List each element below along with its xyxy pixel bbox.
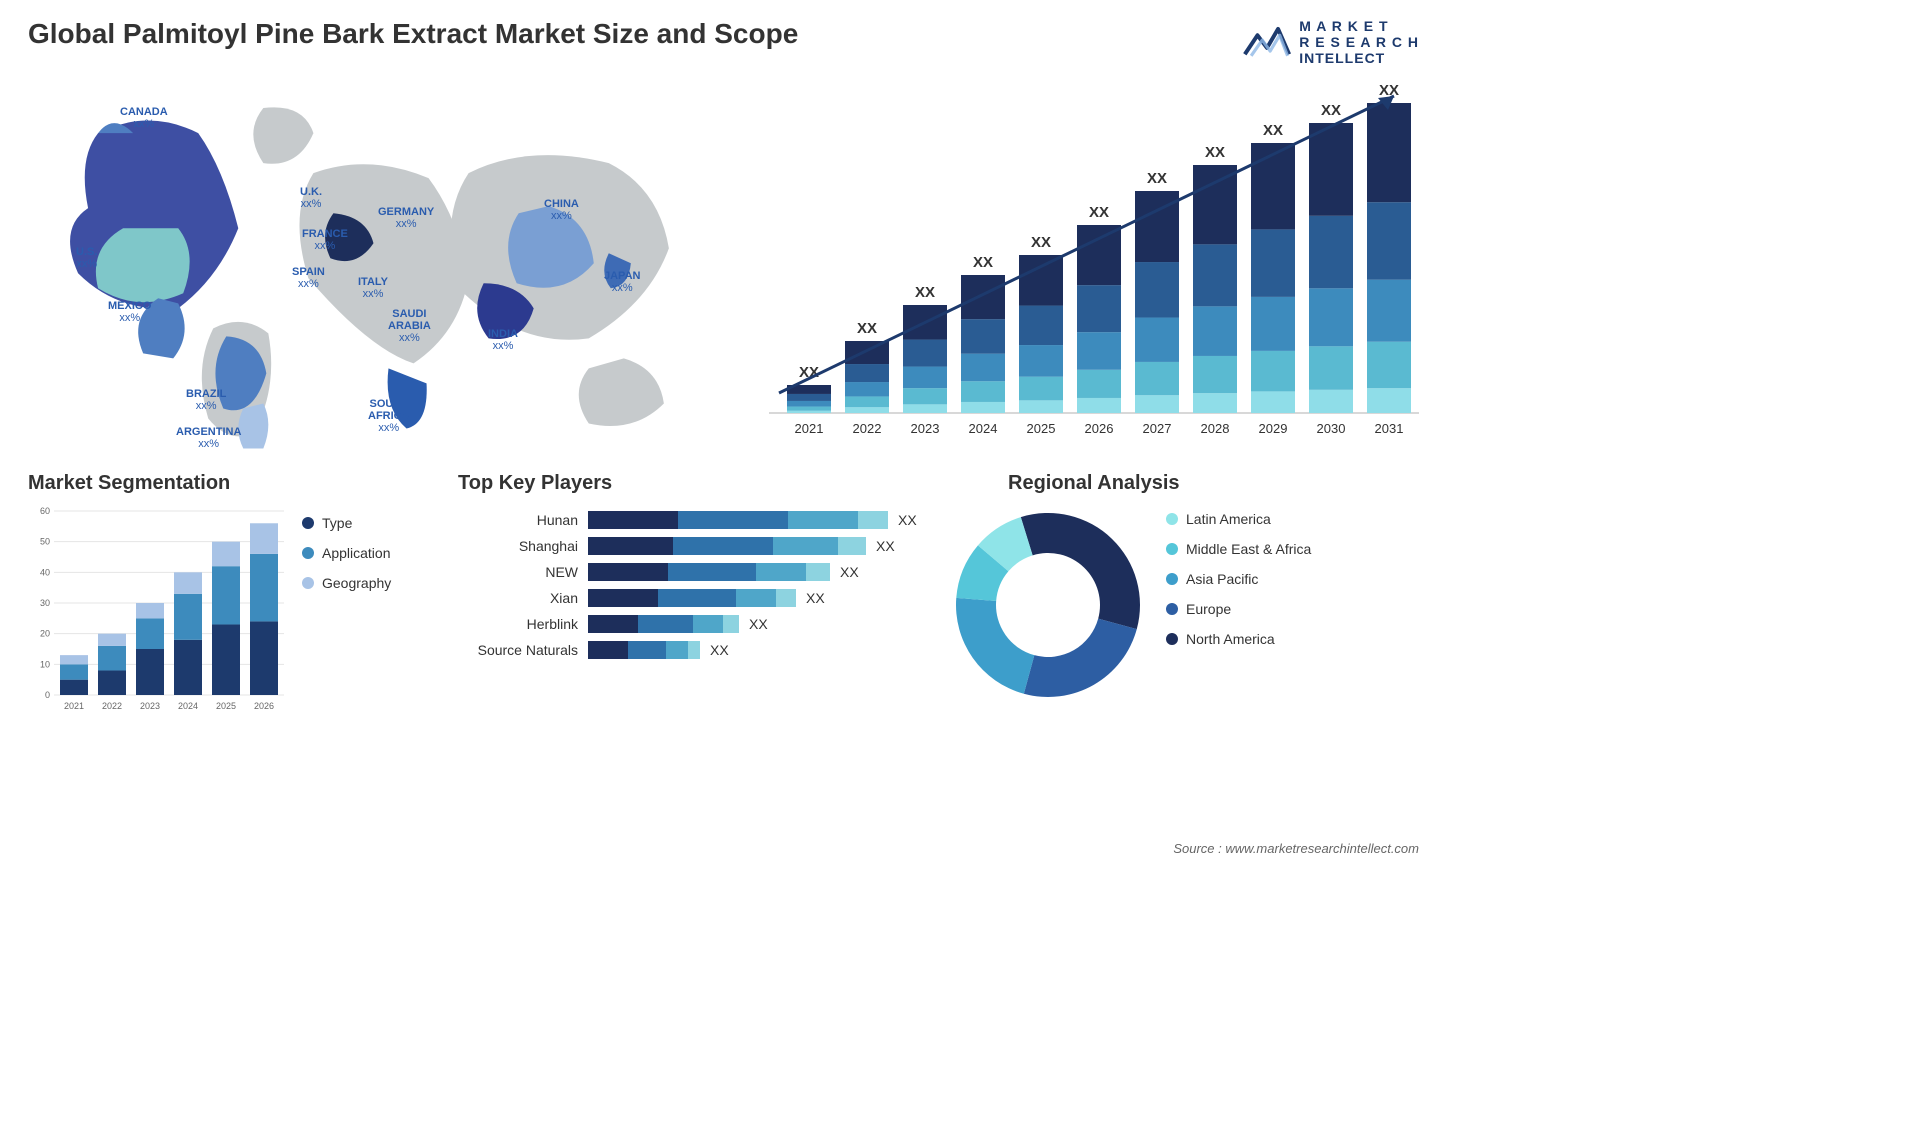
svg-text:2024: 2024: [969, 421, 998, 436]
svg-text:XX: XX: [1205, 144, 1225, 161]
brand-logo-text: M A R K E T R E S E A R C H INTELLECT: [1299, 18, 1419, 66]
player-row: NEWXX: [458, 563, 938, 581]
svg-text:30: 30: [40, 598, 50, 608]
svg-text:2023: 2023: [140, 701, 160, 711]
svg-text:40: 40: [40, 568, 50, 578]
svg-text:2023: 2023: [911, 421, 940, 436]
svg-text:2025: 2025: [1027, 421, 1056, 436]
brand-logo-mark: [1243, 21, 1291, 64]
legend-item: Latin America: [1166, 511, 1311, 527]
regional-title: Regional Analysis: [948, 472, 1419, 495]
map-label: ITALYxx%: [358, 276, 388, 300]
svg-text:2028: 2028: [1201, 421, 1230, 436]
svg-text:20: 20: [40, 629, 50, 639]
svg-text:0: 0: [45, 690, 50, 700]
svg-text:10: 10: [40, 660, 50, 670]
map-label: BRAZILxx%: [186, 388, 226, 412]
map-label: FRANCExx%: [302, 228, 348, 252]
svg-text:2024: 2024: [178, 701, 198, 711]
regional-donut-chart: [948, 505, 1148, 705]
svg-text:2026: 2026: [254, 701, 274, 711]
map-label: SOUTHAFRICAxx%: [368, 398, 410, 434]
svg-text:XX: XX: [1379, 82, 1399, 99]
player-row: Source NaturalsXX: [458, 641, 938, 659]
svg-text:XX: XX: [1031, 234, 1051, 251]
map-label: JAPANxx%: [604, 270, 640, 294]
svg-text:2021: 2021: [795, 421, 824, 436]
player-row: XianXX: [458, 589, 938, 607]
map-label: CANADAxx%: [120, 106, 168, 130]
svg-text:XX: XX: [1321, 102, 1341, 119]
map-label: U.S.xx%: [76, 246, 97, 270]
source-credit: Source : www.marketresearchintellect.com: [1173, 841, 1419, 856]
player-row: HerblinkXX: [458, 615, 938, 633]
svg-text:2027: 2027: [1143, 421, 1172, 436]
legend-item: Application: [302, 545, 391, 561]
legend-item: Type: [302, 515, 391, 531]
svg-text:XX: XX: [857, 320, 877, 337]
svg-text:50: 50: [40, 537, 50, 547]
svg-text:XX: XX: [915, 284, 935, 301]
svg-text:2022: 2022: [102, 701, 122, 711]
segmentation-title: Market Segmentation: [28, 472, 448, 495]
map-label: CHINAxx%: [544, 198, 579, 222]
page-title: Global Palmitoyl Pine Bark Extract Marke…: [28, 18, 798, 50]
svg-text:2021: 2021: [64, 701, 84, 711]
legend-item: North America: [1166, 631, 1311, 647]
map-label: GERMANYxx%: [378, 206, 434, 230]
svg-text:XX: XX: [1263, 122, 1283, 139]
map-label: U.K.xx%: [300, 186, 322, 210]
player-row: ShanghaiXX: [458, 537, 938, 555]
map-label: ARGENTINAxx%: [176, 426, 241, 450]
world-map-svg: [28, 78, 729, 449]
segmentation-legend: Type Application Geography: [302, 505, 391, 715]
legend-item: Geography: [302, 575, 391, 591]
regional-legend: Latin America Middle East & Africa Asia Pa…: [1166, 505, 1311, 647]
svg-text:2025: 2025: [216, 701, 236, 711]
map-label: SAUDIARABIAxx%: [388, 308, 431, 344]
svg-text:2030: 2030: [1317, 421, 1346, 436]
world-map: CANADAxx% U.S.xx% MEXICOxx% BRAZILxx% ARGENT…: [28, 78, 729, 448]
brand-logo: M A R K E T R E S E A R C H INTELLECT: [1243, 18, 1419, 66]
svg-text:2022: 2022: [853, 421, 882, 436]
legend-item: Asia Pacific: [1166, 571, 1311, 587]
players-title: Top Key Players: [458, 472, 938, 495]
legend-item: Europe: [1166, 601, 1311, 617]
svg-text:2031: 2031: [1375, 421, 1404, 436]
legend-item: Middle East & Africa: [1166, 541, 1311, 557]
svg-text:60: 60: [40, 506, 50, 516]
map-label: SPAINxx%: [292, 266, 325, 290]
player-row: HunanXX: [458, 511, 938, 529]
map-label: MEXICOxx%: [108, 300, 151, 324]
svg-text:2029: 2029: [1259, 421, 1288, 436]
market-size-bar-chart: XX 2021 XX 2022 XX 2023 XX 2024 XX 2025 XX 2026 XX 20…: [769, 78, 1419, 448]
svg-text:2026: 2026: [1085, 421, 1114, 436]
players-chart: HunanXX ShanghaiXX NEWXX XianXX HerblinkXX So…: [458, 505, 938, 659]
svg-text:XX: XX: [1089, 204, 1109, 221]
svg-text:XX: XX: [1147, 170, 1167, 187]
svg-text:XX: XX: [973, 254, 993, 271]
segmentation-chart: 0 10 20 30 40 50 60 2021 2022 2023 2024 2025 2026: [28, 505, 288, 715]
map-label: INDIAxx%: [488, 328, 518, 352]
